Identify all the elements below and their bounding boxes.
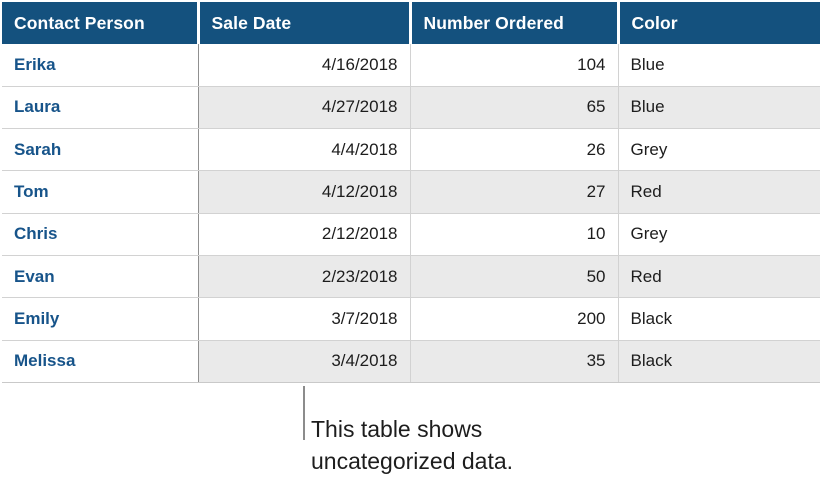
cell-contact_person[interactable]: Evan (2, 255, 199, 299)
table-row[interactable]: Chris 2/12/2018 10 Grey (2, 213, 820, 256)
cell-contact_person[interactable]: Emily (2, 297, 199, 341)
cell-sale_date[interactable]: 4/16/2018 (198, 44, 411, 87)
cell-sale_date[interactable]: 4/27/2018 (198, 86, 411, 130)
table-row[interactable]: Evan 2/23/2018 50 Red (2, 255, 820, 299)
cell-sale_date[interactable]: 4/4/2018 (198, 128, 411, 172)
cell-contact_person[interactable]: Chris (2, 213, 199, 256)
cell-sale_date[interactable]: 3/7/2018 (198, 297, 411, 341)
callout-caption: This table shows uncategorized data. (311, 413, 711, 477)
cell-number_ordered[interactable]: 27 (410, 170, 619, 214)
table-header: Contact Person Sale Date Number Ordered … (2, 2, 820, 44)
column-header-color[interactable]: Color (618, 2, 820, 44)
cell-contact_person[interactable]: Laura (2, 86, 199, 130)
callout-caption-line-1: This table shows (311, 416, 483, 442)
cell-sale_date[interactable]: 2/23/2018 (198, 255, 411, 299)
column-header-number-ordered[interactable]: Number Ordered (410, 2, 620, 44)
table-row[interactable]: Melissa 3/4/2018 35 Black (2, 340, 820, 383)
cell-color[interactable]: Black (618, 340, 820, 383)
cell-contact_person[interactable]: Tom (2, 170, 199, 214)
cell-number_ordered[interactable]: 26 (410, 128, 619, 172)
cell-sale_date[interactable]: 2/12/2018 (198, 213, 411, 256)
cell-contact_person[interactable]: Erika (2, 44, 199, 87)
callout-leader-line (303, 386, 305, 440)
cell-color[interactable]: Red (618, 170, 820, 214)
sales-table-container: Contact Person Sale Date Number Ordered … (2, 2, 820, 383)
cell-color[interactable]: Black (618, 297, 820, 341)
cell-color[interactable]: Grey (618, 128, 820, 172)
cell-sale_date[interactable]: 3/4/2018 (198, 340, 411, 383)
cell-sale_date[interactable]: 4/12/2018 (198, 170, 411, 214)
callout-caption-line-2: uncategorized data. (311, 448, 514, 474)
cell-color[interactable]: Grey (618, 213, 820, 256)
cell-number_ordered[interactable]: 200 (410, 297, 619, 341)
cell-contact_person[interactable]: Melissa (2, 340, 199, 383)
table-row[interactable]: Emily 3/7/2018 200 Black (2, 297, 820, 341)
cell-number_ordered[interactable]: 65 (410, 86, 619, 130)
table-row[interactable]: Tom 4/12/2018 27 Red (2, 170, 820, 214)
cell-color[interactable]: Blue (618, 86, 820, 130)
table-row[interactable]: Laura 4/27/2018 65 Blue (2, 86, 820, 130)
cell-number_ordered[interactable]: 10 (410, 213, 619, 256)
sales-table: Contact Person Sale Date Number Ordered … (2, 2, 820, 383)
table-body: Erika 4/16/2018 104 Blue Laura 4/27/2018 65 Blu… (2, 44, 820, 383)
cell-contact_person[interactable]: Sarah (2, 128, 199, 172)
cell-number_ordered[interactable]: 50 (410, 255, 619, 299)
table-row[interactable]: Sarah 4/4/2018 26 Grey (2, 128, 820, 172)
column-header-contact-person[interactable]: Contact Person (2, 2, 200, 44)
table-header-row: Contact Person Sale Date Number Ordered … (2, 2, 820, 44)
cell-color[interactable]: Blue (618, 44, 820, 87)
cell-number_ordered[interactable]: 104 (410, 44, 619, 87)
cell-color[interactable]: Red (618, 255, 820, 299)
table-row[interactable]: Erika 4/16/2018 104 Blue (2, 44, 820, 87)
cell-number_ordered[interactable]: 35 (410, 340, 619, 383)
column-header-sale-date[interactable]: Sale Date (198, 2, 412, 44)
